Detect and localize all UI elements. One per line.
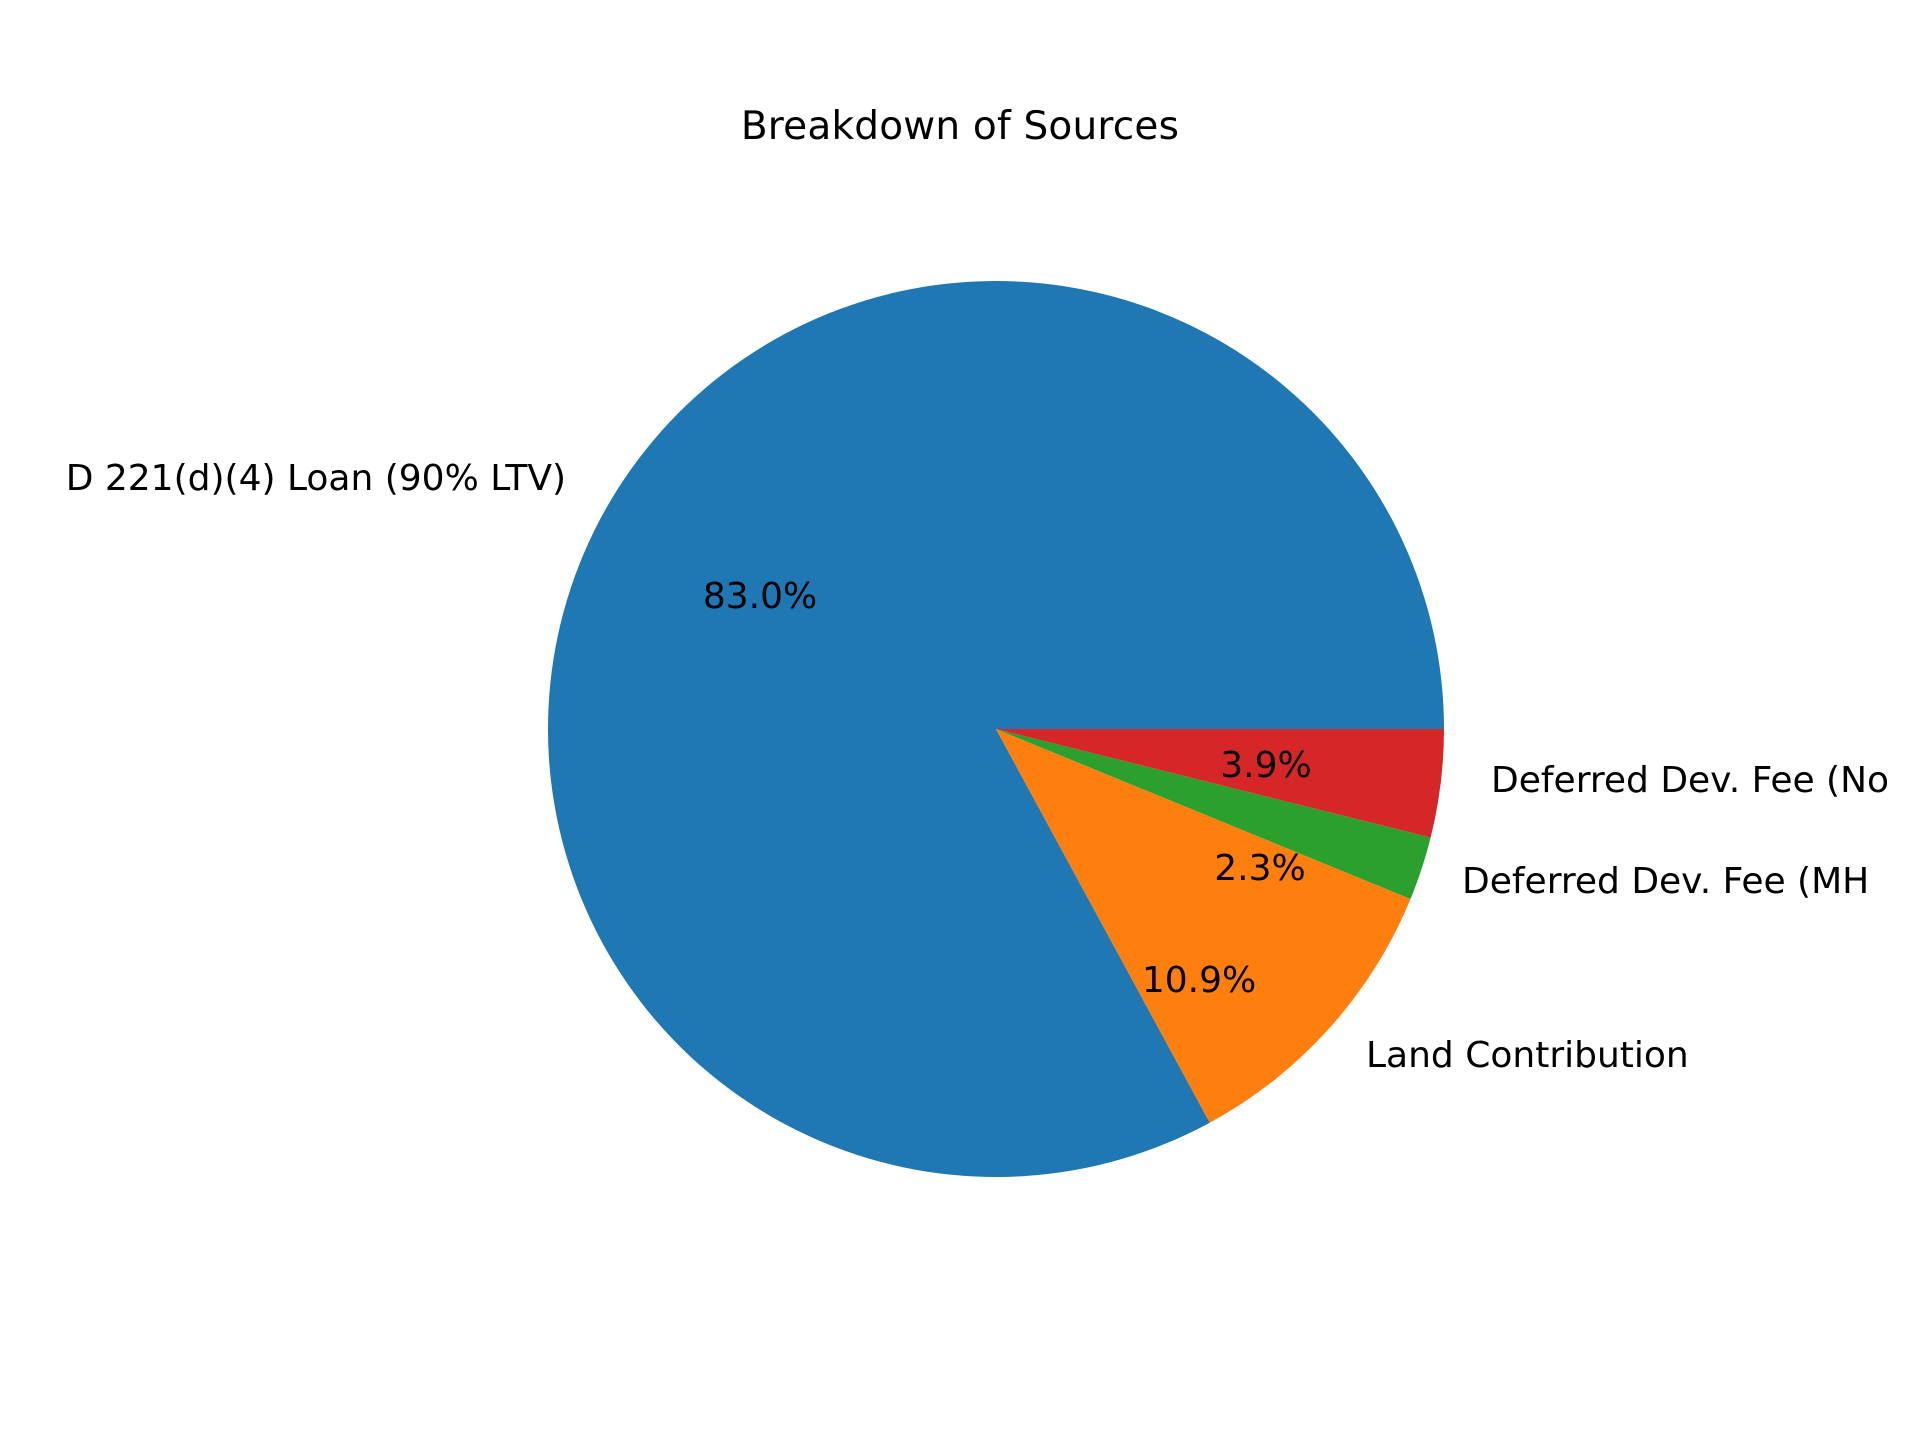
pie-svg bbox=[547, 280, 1444, 1177]
pie-category-label-hud-loan: D 221(d)(4) Loan (90% LTV) bbox=[65, 458, 566, 499]
pie-category-label-deferred-dev-fee-mh: Deferred Dev. Fee (MH bbox=[1462, 861, 1870, 902]
pie-slice-land-contribution[interactable] bbox=[996, 729, 1411, 1123]
pie-slice-hud-loan[interactable] bbox=[547, 280, 1444, 1177]
page-title: Breakdown of Sources bbox=[740, 104, 1180, 149]
pie-category-label-land-contribution: Land Contribution bbox=[1366, 1035, 1689, 1076]
pie-category-label-deferred-dev-fee-no: Deferred Dev. Fee (No bbox=[1491, 760, 1890, 801]
pie-chart-canvas: 83.0% 10.9% 2.3% 3.9% D 221(d)(4) Loan (… bbox=[66, 280, 1889, 1177]
pie-slice-deferred-dev-fee-mh[interactable] bbox=[996, 729, 1431, 899]
pie-percent-label-deferred-dev-fee-no: 3.9% bbox=[1220, 745, 1312, 786]
pie-slice-deferred-dev-fee-no[interactable] bbox=[996, 729, 1444, 838]
pie-percent-label-hud-loan: 83.0% bbox=[702, 576, 818, 617]
pie-percent-label-land-contribution: 10.9% bbox=[1141, 960, 1257, 1001]
pie-percent-label-deferred-dev-fee-mh: 2.3% bbox=[1214, 848, 1306, 889]
